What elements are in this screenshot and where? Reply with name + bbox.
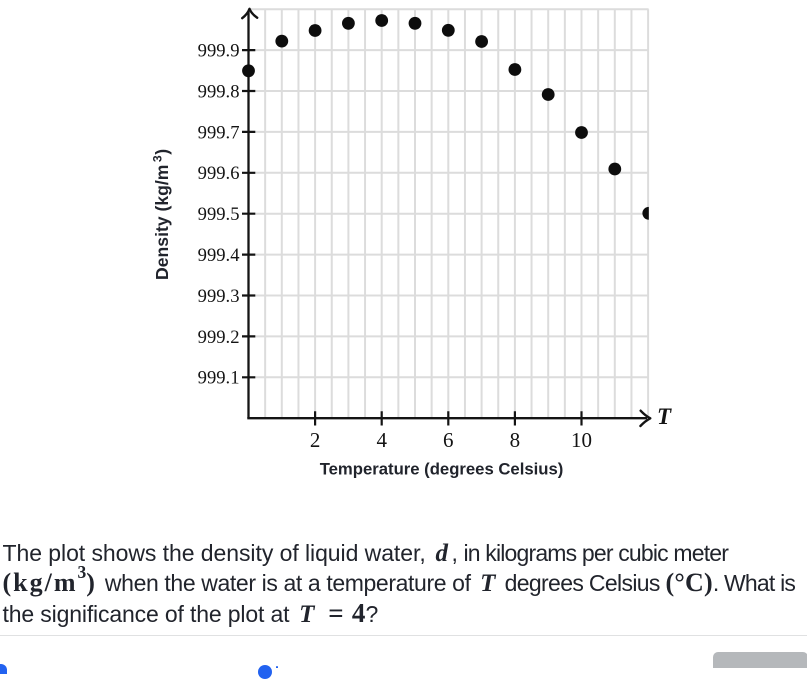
svg-text:Temperature (degrees Celsius): Temperature (degrees Celsius) bbox=[320, 460, 564, 479]
svg-text:999.1: 999.1 bbox=[198, 368, 240, 389]
svg-text:999.8: 999.8 bbox=[198, 81, 240, 102]
svg-text:999.5: 999.5 bbox=[198, 204, 240, 225]
svg-text:10: 10 bbox=[571, 428, 592, 452]
svg-text:8: 8 bbox=[510, 428, 521, 452]
svg-text:Density (kg/m3): Density (kg/m3) bbox=[151, 149, 173, 280]
svg-text:4: 4 bbox=[376, 428, 387, 452]
svg-text:2: 2 bbox=[310, 428, 321, 452]
svg-text:999.2: 999.2 bbox=[198, 327, 240, 348]
svg-text:999.6: 999.6 bbox=[198, 163, 240, 184]
svg-text:999.9: 999.9 bbox=[198, 41, 240, 62]
svg-text:T: T bbox=[657, 404, 672, 429]
svg-text:999.7: 999.7 bbox=[198, 122, 240, 143]
svg-text:999.3: 999.3 bbox=[198, 286, 240, 307]
svg-text:999.4: 999.4 bbox=[198, 245, 240, 266]
svg-text:6: 6 bbox=[443, 428, 454, 452]
